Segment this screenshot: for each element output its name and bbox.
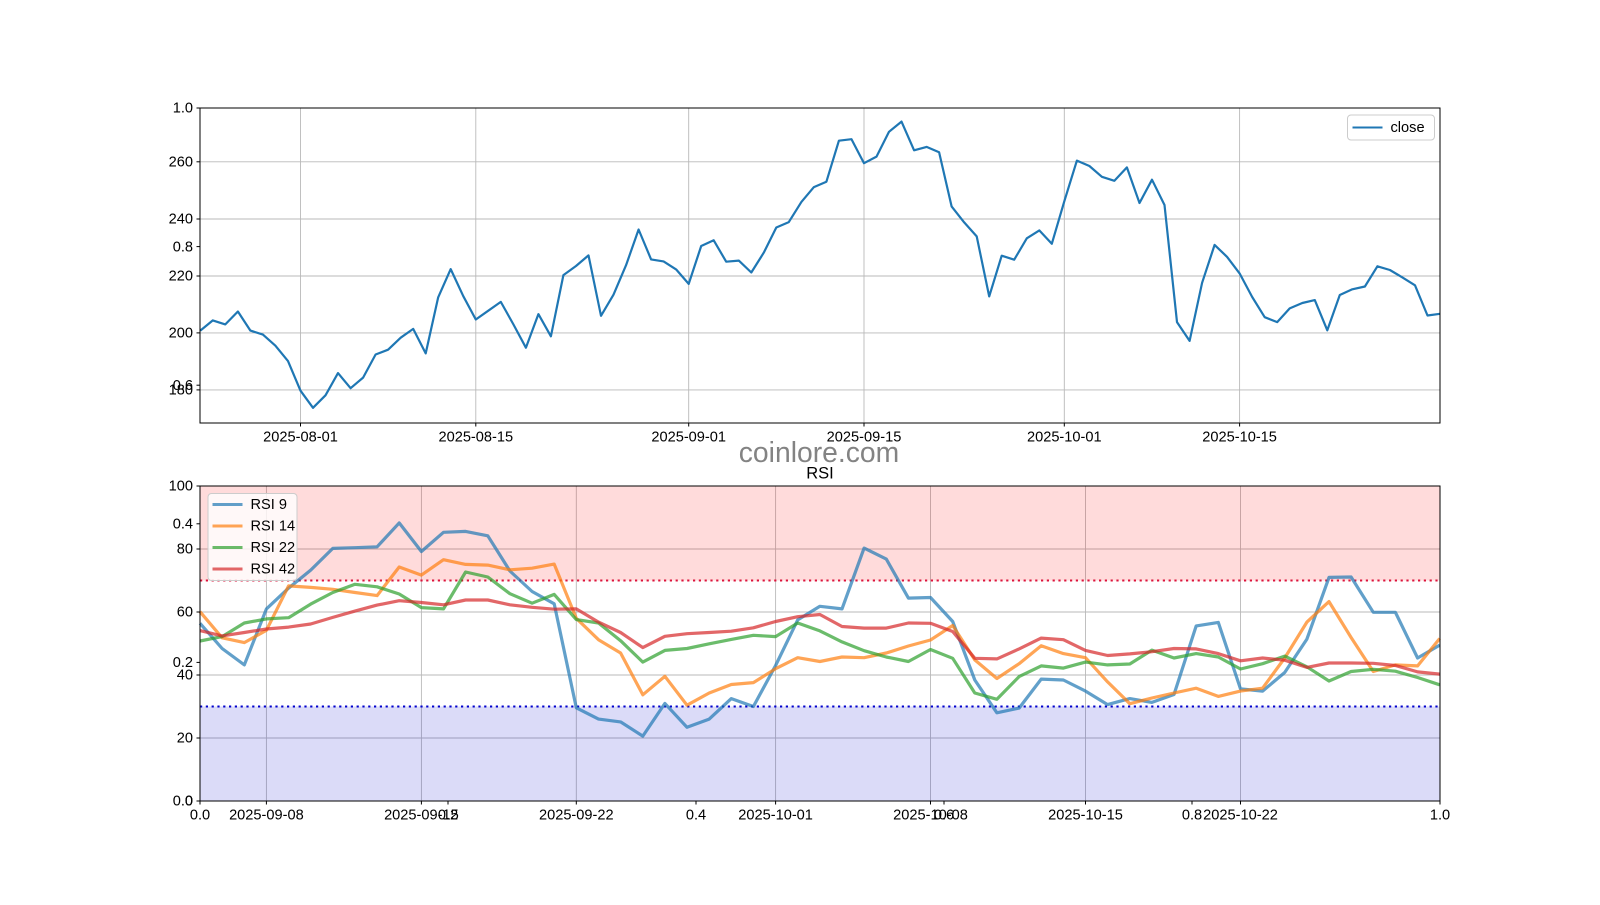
svg-text:0.8: 0.8: [1182, 808, 1202, 824]
svg-text:RSI 14: RSI 14: [251, 519, 296, 535]
svg-text:0.8: 0.8: [173, 239, 193, 255]
svg-text:100: 100: [169, 479, 193, 495]
svg-text:2025-10-08: 2025-10-08: [893, 808, 968, 824]
svg-text:180: 180: [169, 383, 193, 399]
svg-text:RSI: RSI: [806, 465, 834, 483]
svg-text:240: 240: [169, 212, 193, 228]
svg-text:0.6: 0.6: [934, 808, 954, 824]
svg-text:0.2: 0.2: [438, 808, 458, 824]
svg-text:2025-10-01: 2025-10-01: [1027, 430, 1102, 446]
svg-text:RSI 42: RSI 42: [251, 562, 296, 578]
svg-text:0.0: 0.0: [190, 808, 210, 824]
svg-text:0.0: 0.0: [173, 794, 193, 810]
svg-text:0.4: 0.4: [686, 808, 706, 824]
svg-text:2025-09-15: 2025-09-15: [384, 808, 459, 824]
svg-text:1.0: 1.0: [173, 101, 193, 117]
svg-text:2025-10-01: 2025-10-01: [738, 808, 813, 824]
svg-text:1.0: 1.0: [1430, 808, 1450, 824]
svg-text:RSI 22: RSI 22: [251, 540, 296, 556]
svg-text:20: 20: [177, 731, 193, 747]
svg-text:80: 80: [177, 542, 193, 558]
svg-text:2025-10-15: 2025-10-15: [1202, 430, 1277, 446]
svg-text:0.6: 0.6: [173, 378, 193, 394]
svg-text:220: 220: [169, 269, 193, 285]
svg-text:2025-10-15: 2025-10-15: [1048, 808, 1123, 824]
svg-text:0: 0: [185, 794, 193, 810]
svg-text:2025-08-15: 2025-08-15: [438, 430, 513, 446]
svg-text:0.4: 0.4: [173, 517, 193, 533]
svg-text:200: 200: [169, 326, 193, 342]
svg-text:2025-10-22: 2025-10-22: [1203, 808, 1278, 824]
svg-text:2025-08-01: 2025-08-01: [263, 430, 338, 446]
svg-text:RSI 9: RSI 9: [251, 497, 288, 513]
svg-text:60: 60: [177, 605, 193, 621]
svg-text:260: 260: [169, 155, 193, 171]
svg-text:2025-09-15: 2025-09-15: [827, 430, 902, 446]
svg-text:0.2: 0.2: [173, 655, 193, 671]
svg-text:close: close: [1391, 120, 1425, 136]
svg-text:2025-09-22: 2025-09-22: [539, 808, 614, 824]
svg-text:2025-09-08: 2025-09-08: [229, 808, 304, 824]
svg-text:2025-09-01: 2025-09-01: [651, 430, 726, 446]
svg-text:40: 40: [177, 668, 193, 684]
svg-text:coinlore.com: coinlore.com: [739, 436, 899, 468]
